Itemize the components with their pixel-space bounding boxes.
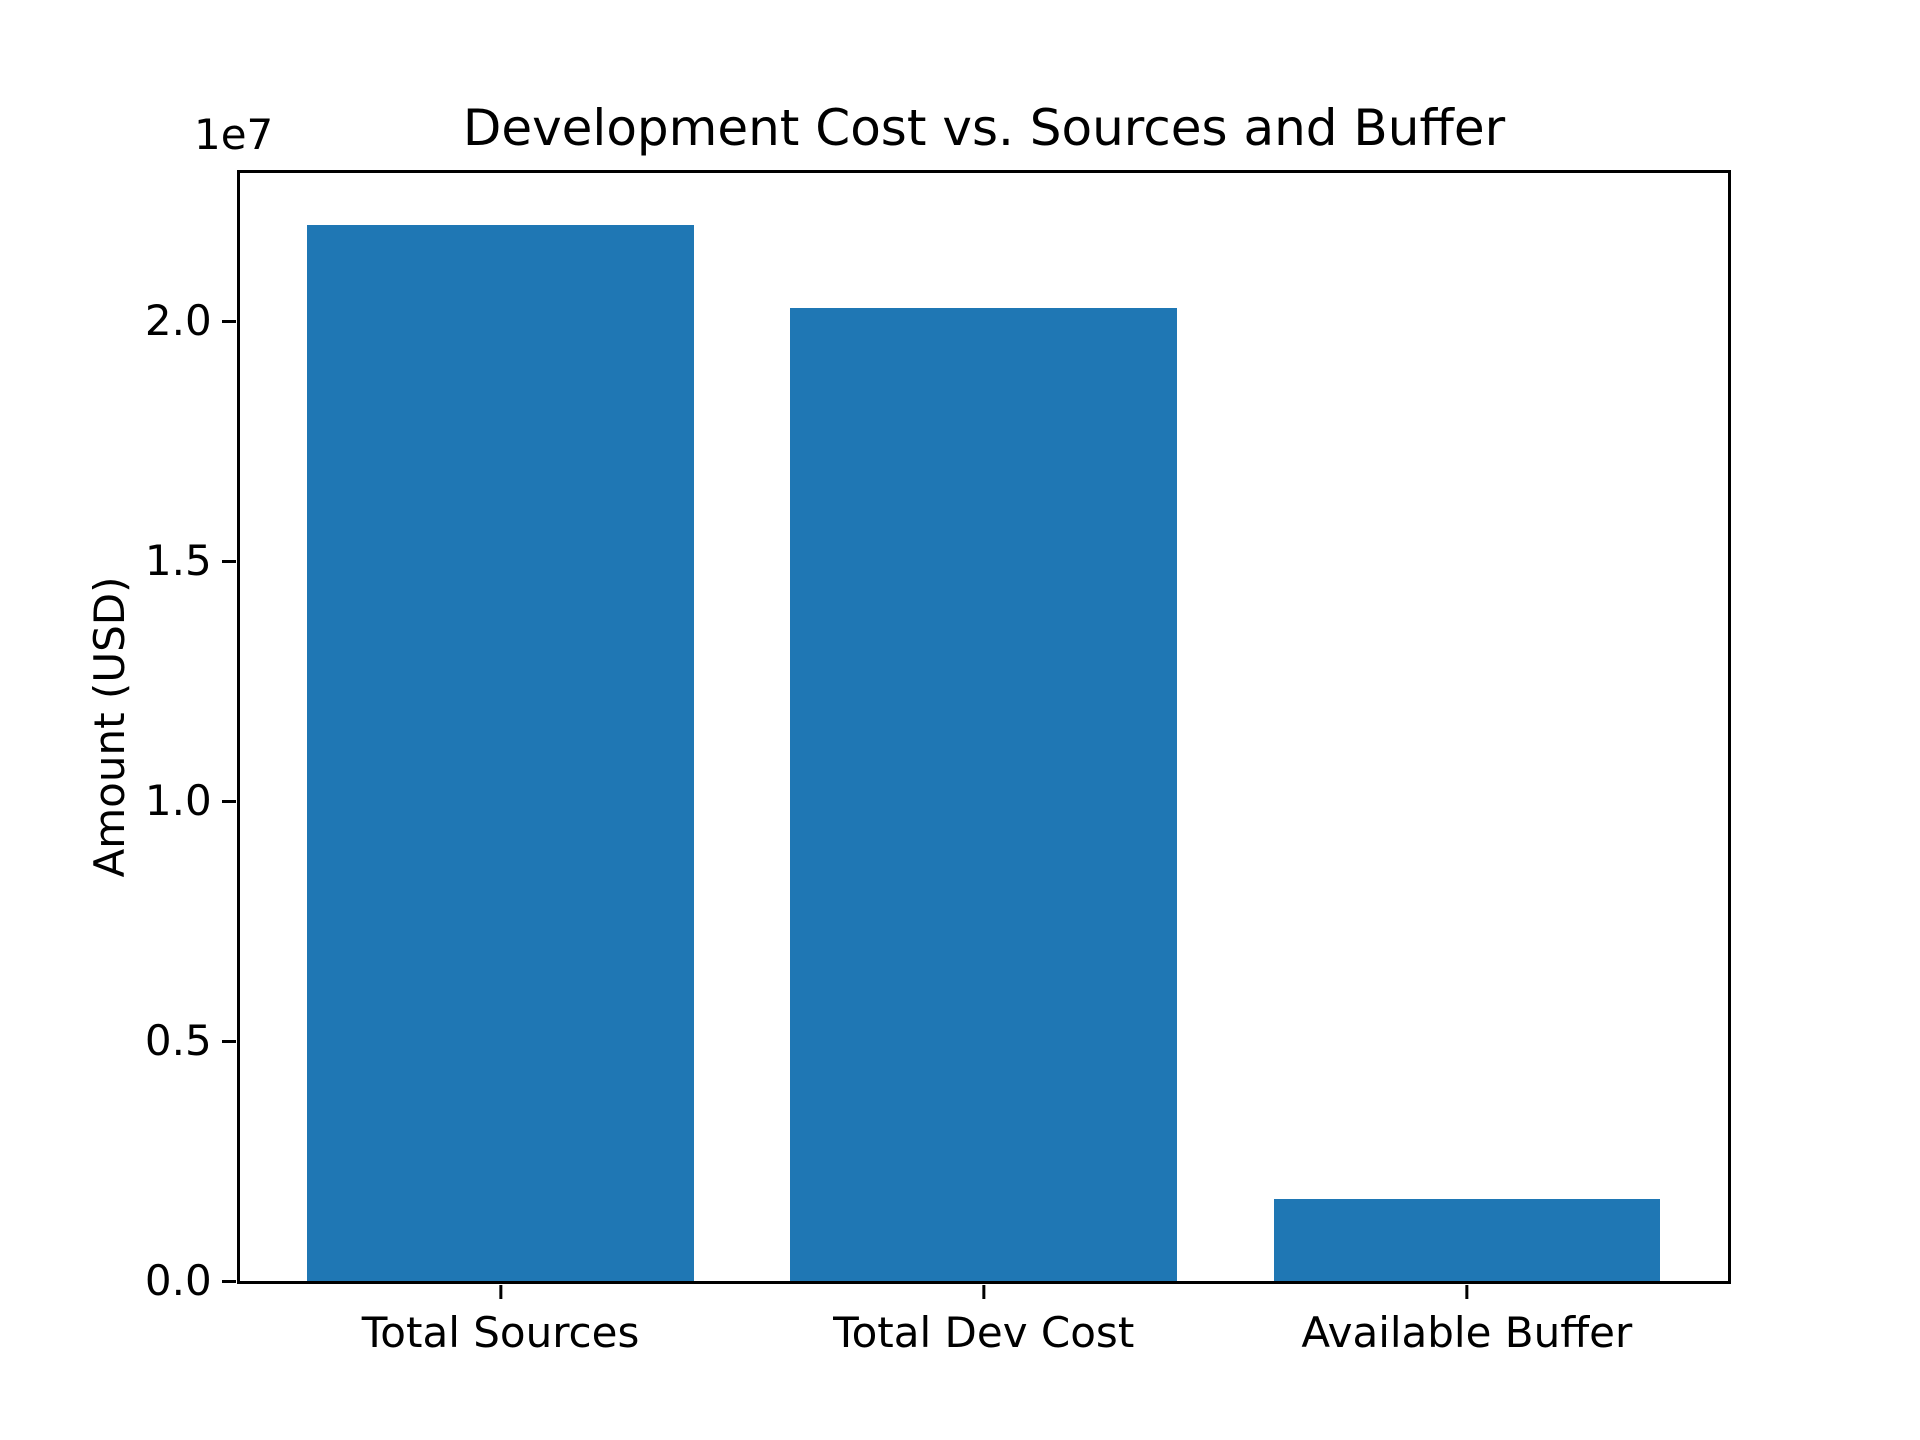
y-axis-tick-mark [221, 559, 237, 563]
y-axis-tick-label: 1.5 [144, 536, 212, 586]
y-axis-tick-label: 0.0 [144, 1256, 212, 1306]
x-axis-tick-mark [498, 1284, 503, 1300]
y-axis-offset-text: 1e7 [194, 110, 274, 159]
y-axis-tick-mark [221, 799, 237, 803]
y-axis-tick-label: 1.0 [144, 776, 212, 826]
chart-title: Development Cost vs. Sources and Buffer [462, 99, 1506, 157]
plot-area: 0.0 0.5 1.0 1.5 2.0 Total Sources Total Dev Co… [145, 169, 1731, 1356]
bar-available-buffer [1273, 1198, 1661, 1282]
y-axis-label: Amount (USD) [85, 576, 134, 878]
x-axis-tick-label: Total Sources [361, 1308, 640, 1358]
x-axis-tick-label: Available Buffer [1301, 1308, 1633, 1358]
x-axis-tick-mark [1465, 1284, 1469, 1300]
y-axis-tick-label: 0.5 [144, 1016, 212, 1066]
x-axis-tick-mark [982, 1284, 986, 1300]
y-axis-tick-label: 2.0 [144, 296, 212, 346]
y-axis-tick-mark [221, 319, 237, 323]
y-axis-tick-mark [221, 1039, 237, 1043]
x-axis-tick-label: Total Dev Cost [833, 1308, 1135, 1358]
bar-total-sources [307, 225, 694, 1282]
y-axis-tick-mark [221, 1279, 237, 1283]
bar-total-dev-cost [790, 307, 1177, 1282]
